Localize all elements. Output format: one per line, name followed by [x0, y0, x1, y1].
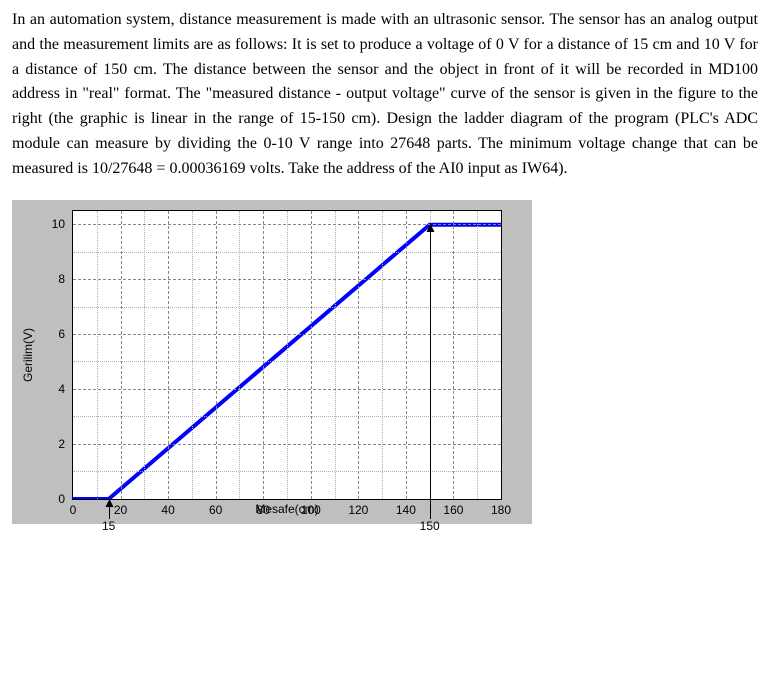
y-axis-label: Gerilim(V) — [21, 328, 35, 382]
grid-minor-v — [477, 211, 478, 499]
grid-major-h — [73, 444, 501, 445]
grid-major-v — [453, 211, 454, 499]
x-tick-label: 80 — [257, 503, 270, 517]
plot-area: 020406080100120140160180024681015150 — [72, 210, 502, 500]
marker-label: 150 — [420, 519, 440, 533]
y-tick-label: 10 — [52, 217, 65, 231]
x-tick-label: 140 — [396, 503, 416, 517]
y-tick-label: 2 — [58, 437, 65, 451]
x-tick-label: 160 — [443, 503, 463, 517]
y-tick-label: 8 — [58, 272, 65, 286]
grid-major-v — [263, 211, 264, 499]
x-tick-label: 20 — [114, 503, 127, 517]
grid-major-v — [311, 211, 312, 499]
grid-major-h — [73, 389, 501, 390]
arrowhead-icon — [426, 224, 434, 232]
grid-major-v — [121, 211, 122, 499]
sensor-chart: Gerilim(V) 02040608010012014016018002468… — [12, 200, 532, 524]
x-tick-label: 40 — [161, 503, 174, 517]
arrowhead-icon — [105, 499, 113, 507]
y-tick-label: 6 — [58, 327, 65, 341]
x-tick-label: 0 — [70, 503, 77, 517]
grid-minor-h — [73, 361, 501, 362]
grid-minor-v — [382, 211, 383, 499]
grid-major-v — [406, 211, 407, 499]
y-tick-label: 4 — [58, 382, 65, 396]
grid-major-h — [73, 334, 501, 335]
y-tick-label: 0 — [58, 492, 65, 506]
grid-minor-v — [335, 211, 336, 499]
x-tick-label: 60 — [209, 503, 222, 517]
problem-statement: In an automation system, distance measur… — [12, 8, 758, 182]
grid-major-v — [216, 211, 217, 499]
grid-minor-h — [73, 471, 501, 472]
grid-minor-h — [73, 252, 501, 253]
x-axis-label: Mesafe(cm) — [72, 502, 502, 516]
grid-minor-v — [239, 211, 240, 499]
grid-minor-v — [97, 211, 98, 499]
marker-arrow — [430, 224, 431, 518]
grid-major-h — [73, 224, 501, 225]
x-tick-label: 180 — [491, 503, 511, 517]
grid-minor-h — [73, 307, 501, 308]
grid-minor-v — [144, 211, 145, 499]
grid-major-v — [358, 211, 359, 499]
grid-minor-v — [287, 211, 288, 499]
chart-canvas: Gerilim(V) 02040608010012014016018002468… — [22, 210, 522, 516]
marker-label: 15 — [102, 519, 115, 533]
grid-major-h — [73, 279, 501, 280]
x-tick-label: 100 — [301, 503, 321, 517]
grid-minor-h — [73, 416, 501, 417]
x-tick-label: 120 — [348, 503, 368, 517]
grid-major-v — [168, 211, 169, 499]
grid-minor-v — [192, 211, 193, 499]
